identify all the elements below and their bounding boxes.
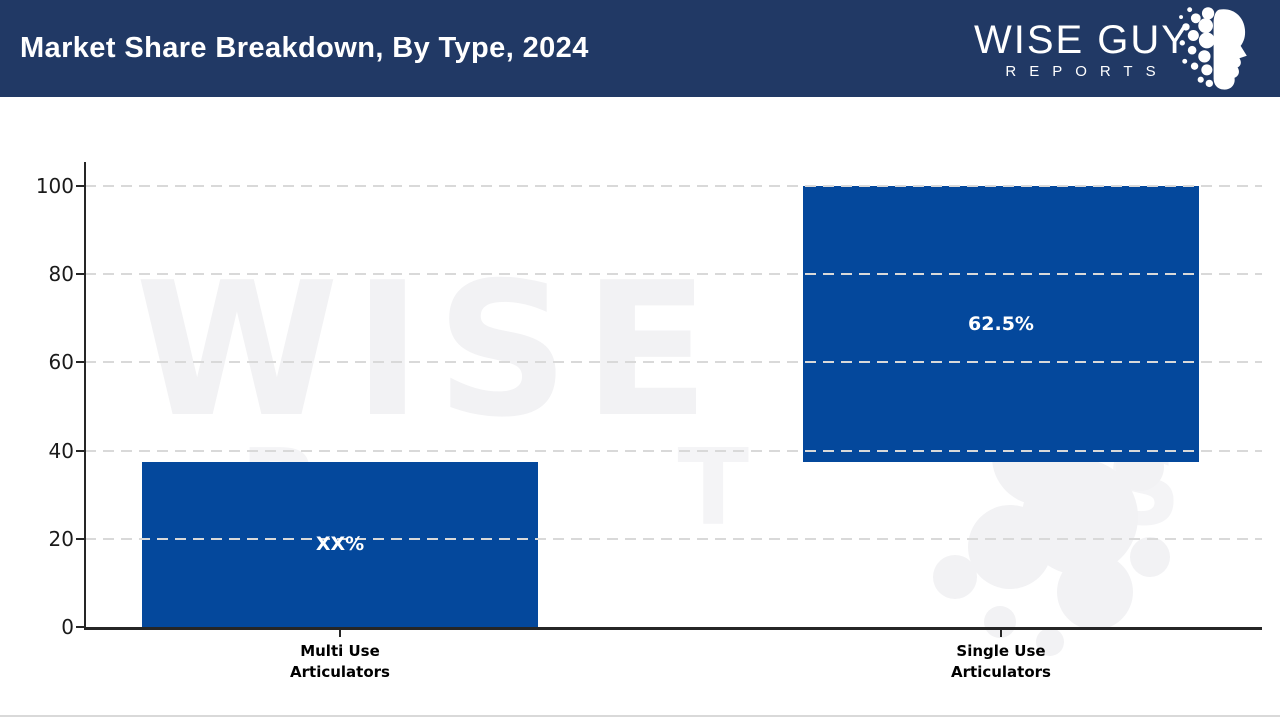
header-bar: Market Share Breakdown, By Type, 2024 WI… — [0, 0, 1280, 97]
bar-chart: WISE GU R T S 0 20 40 60 80 100 XX% 62.5% Multi … — [0, 97, 1280, 720]
bottom-divider — [0, 715, 1280, 717]
gridline-60 — [85, 361, 1262, 364]
gridline-80 — [85, 273, 1262, 276]
x-category-label-2: Single Use Articulators — [951, 642, 1051, 681]
wise-guy-reports-logo: WISE GUY REPORTS — [974, 6, 1252, 92]
logo-subtitle: REPORTS — [1005, 62, 1169, 80]
x-tick-mark-2 — [1000, 629, 1002, 637]
bar-value-label-1: XX% — [315, 533, 365, 556]
y-tick-mark-20 — [76, 537, 84, 540]
gridline-40 — [85, 449, 1262, 452]
bar-1 — [142, 461, 538, 627]
y-tick-mark-100 — [76, 185, 84, 187]
y-tick-label-20: 20 — [48, 526, 74, 551]
y-tick-label-80: 80 — [48, 262, 74, 287]
y-tick-mark-60 — [76, 361, 84, 364]
y-tick-label-60: 60 — [48, 350, 74, 375]
y-tick-label-100: 100 — [35, 174, 74, 198]
logo-text: WISE GUY REPORTS — [974, 18, 1190, 80]
y-tick-mark-40 — [76, 449, 84, 452]
y-tick-label-40: 40 — [48, 438, 74, 463]
page-title: Market Share Breakdown, By Type, 2024 — [20, 32, 589, 64]
dotted-head-profile-icon — [1179, 6, 1247, 90]
bar-value-label-2: 62.5% — [968, 312, 1034, 335]
y-tick-mark-80 — [76, 273, 84, 276]
x-axis-line — [84, 627, 1262, 630]
bar-2 — [803, 186, 1199, 462]
y-tick-mark-0 — [76, 626, 84, 628]
gridline-20 — [85, 537, 1262, 540]
x-tick-mark-1 — [339, 629, 341, 637]
y-tick-label-0: 0 — [61, 615, 74, 639]
logo-wordmark: WISE GUY — [973, 17, 1190, 62]
gridline-100 — [85, 185, 1262, 187]
x-category-label-1: Multi Use Articulators — [290, 642, 390, 681]
y-axis-line — [84, 162, 86, 629]
